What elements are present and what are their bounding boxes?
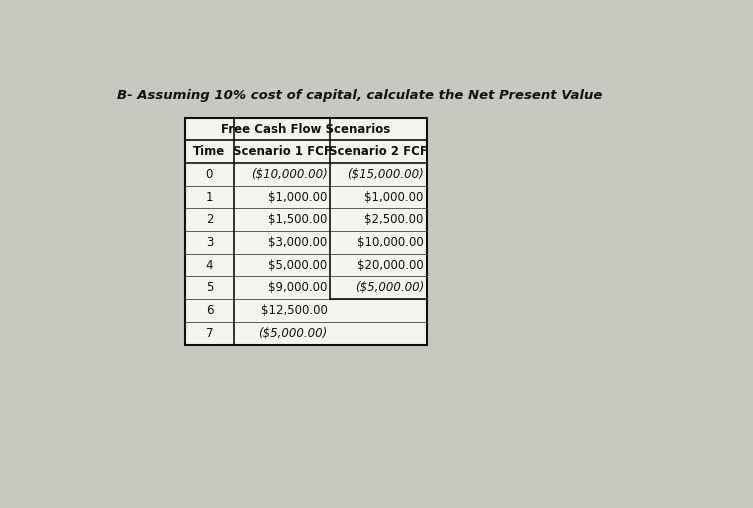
Text: $20,000.00: $20,000.00 [357, 259, 424, 272]
Text: Scenario 1 FCF: Scenario 1 FCF [233, 145, 332, 158]
Text: $9,000.00: $9,000.00 [268, 281, 328, 294]
Text: ($5,000.00): ($5,000.00) [258, 327, 328, 340]
Text: 4: 4 [206, 259, 213, 272]
Text: B- Assuming 10% cost of capital, calculate the Net Present Value: B- Assuming 10% cost of capital, calcula… [117, 89, 602, 102]
Text: Free Cash Flow Scenarios: Free Cash Flow Scenarios [221, 122, 390, 136]
Text: ($5,000.00): ($5,000.00) [355, 281, 424, 294]
Text: 0: 0 [206, 168, 213, 181]
Text: $1,000.00: $1,000.00 [364, 190, 424, 204]
Text: 7: 7 [206, 327, 213, 340]
Text: 3: 3 [206, 236, 213, 249]
Text: $5,000.00: $5,000.00 [268, 259, 328, 272]
Text: 5: 5 [206, 281, 213, 294]
Text: Time: Time [194, 145, 225, 158]
Text: ($10,000.00): ($10,000.00) [251, 168, 328, 181]
Text: 1: 1 [206, 190, 213, 204]
Text: $3,000.00: $3,000.00 [268, 236, 328, 249]
Text: $12,500.00: $12,500.00 [261, 304, 328, 317]
Text: 6: 6 [206, 304, 213, 317]
Text: ($15,000.00): ($15,000.00) [347, 168, 424, 181]
Text: $2,500.00: $2,500.00 [364, 213, 424, 226]
Text: $1,500.00: $1,500.00 [268, 213, 328, 226]
Bar [184, 118, 427, 344]
Text: $10,000.00: $10,000.00 [357, 236, 424, 249]
Text: 2: 2 [206, 213, 213, 226]
Text: $1,000.00: $1,000.00 [268, 190, 328, 204]
Text: Scenario 2 FCF: Scenario 2 FCF [329, 145, 428, 158]
